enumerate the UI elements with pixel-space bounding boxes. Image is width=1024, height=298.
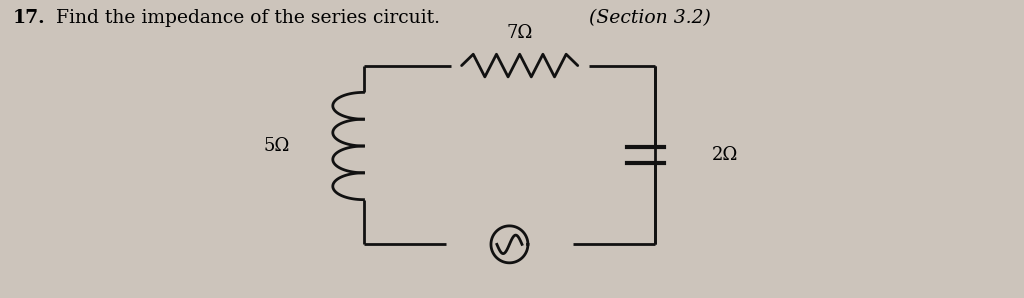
Text: 17.: 17. (12, 9, 45, 27)
Text: (Section 3.2): (Section 3.2) (589, 9, 711, 27)
Text: 7Ω: 7Ω (507, 24, 532, 42)
Text: Find the impedance of the series circuit.: Find the impedance of the series circuit… (56, 9, 440, 27)
Text: 5Ω: 5Ω (263, 137, 290, 155)
Text: 2Ω: 2Ω (712, 146, 738, 164)
